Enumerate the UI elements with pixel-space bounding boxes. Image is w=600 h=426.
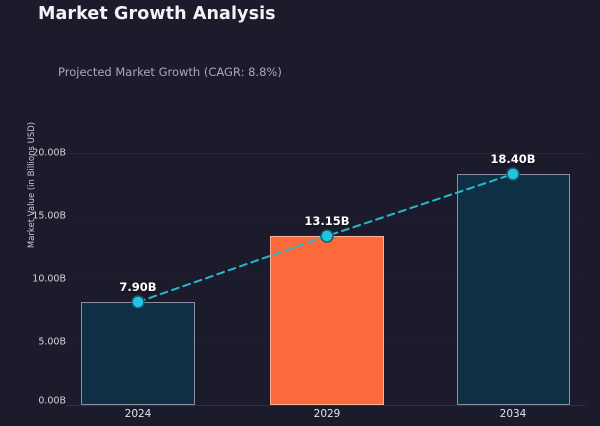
- value-label-2034: 18.40B: [490, 152, 536, 166]
- x-axis-baseline: [66, 405, 586, 406]
- x-tick-label-2024: 2024: [124, 408, 152, 420]
- x-tick-label-2029: 2029: [313, 408, 341, 420]
- bar-2024[interactable]: [81, 302, 195, 405]
- y-tick-label: 15.00B: [32, 210, 66, 222]
- chart-title: Market Growth Analysis: [38, 4, 276, 24]
- x-tick-label-2034: 2034: [499, 408, 527, 420]
- y-tick-label: 0.00B: [38, 395, 66, 407]
- value-label-2029: 13.15B: [304, 214, 350, 228]
- value-label-2024: 7.90B: [119, 280, 157, 294]
- bar-2029[interactable]: [270, 236, 384, 405]
- y-tick-label: 20.00B: [32, 147, 66, 159]
- chart-subtitle: Projected Market Growth (CAGR: 8.8%): [58, 65, 282, 79]
- y-tick-label: 5.00B: [38, 336, 66, 348]
- y-tick-label: 10.00B: [32, 273, 66, 285]
- gridline-20: [66, 153, 586, 154]
- y-axis-ticks: 20.00B 15.00B 10.00B 5.00B 0.00B: [0, 0, 66, 426]
- bar-2034[interactable]: [457, 174, 570, 405]
